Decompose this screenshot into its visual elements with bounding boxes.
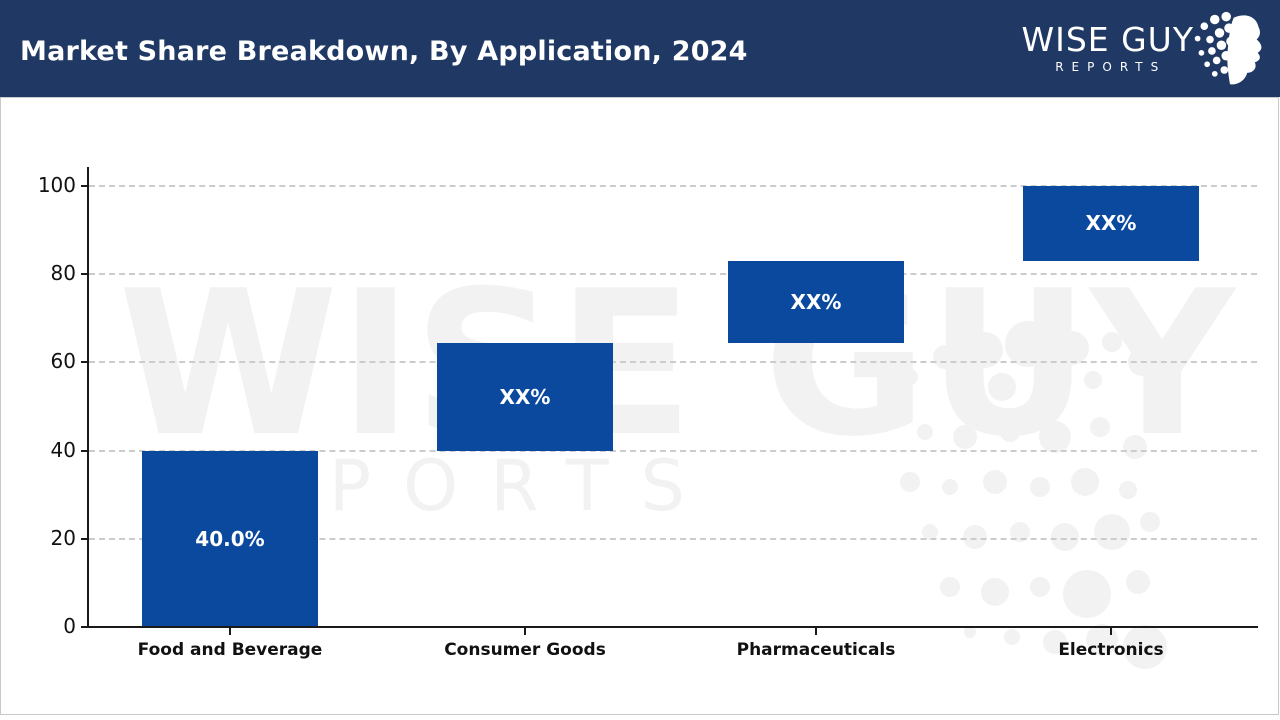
y-tick-mark — [81, 361, 87, 364]
y-tick-label: 20 — [50, 525, 76, 550]
x-tick-mark — [524, 628, 526, 635]
x-tick-label-food-and-beverage: Food and Beverage — [137, 640, 323, 660]
gridline-y-40 — [89, 449, 1257, 452]
bar-value-label: 40.0% — [195, 526, 265, 551]
y-tick-label: 100 — [37, 173, 76, 197]
x-tick-mark — [1110, 628, 1112, 635]
y-tick-mark — [81, 273, 87, 276]
y-tick-mark — [81, 626, 87, 628]
gridline-y-60 — [89, 361, 1257, 364]
wise-guy-logo: WISE GUY REPORTS — [1016, 8, 1266, 90]
logo-head-icon — [1194, 11, 1262, 85]
x-tick-label-pharmaceuticals: Pharmaceuticals — [736, 640, 896, 660]
x-tick-label-electronics: Electronics — [1058, 640, 1164, 660]
y-tick-label: 60 — [50, 349, 76, 374]
y-tick-label: 80 — [50, 261, 76, 286]
gridline-y-20 — [89, 537, 1257, 540]
bar-value-label: XX% — [790, 289, 842, 314]
y-axis-spine — [87, 167, 89, 628]
gridline-y-80 — [89, 273, 1257, 276]
x-tick-mark — [815, 628, 817, 635]
bar-electronics: XX% — [1023, 186, 1199, 261]
header-bar: Market Share Breakdown, By Application, … — [0, 0, 1280, 97]
bar-value-label: XX% — [499, 384, 551, 409]
logo-wordmark: WISE GUY — [1021, 20, 1194, 59]
bar-consumer-goods: XX% — [437, 342, 613, 451]
chart-title: Market Share Breakdown, By Application, … — [20, 36, 748, 67]
y-tick-mark — [81, 537, 87, 540]
y-tick-label: 40 — [50, 437, 76, 462]
y-tick-label: 0 — [63, 614, 76, 638]
bar-food-and-beverage: 40.0% — [142, 450, 318, 627]
gridline-y-100 — [89, 185, 1257, 187]
x-tick-label-consumer-goods: Consumer Goods — [444, 640, 606, 660]
bar-pharmaceuticals: XX% — [728, 260, 904, 343]
y-tick-mark — [81, 185, 87, 187]
y-tick-mark — [81, 449, 87, 452]
bar-value-label: XX% — [1085, 211, 1137, 236]
logo-text: WISE GUY REPORTS — [1021, 20, 1194, 75]
logo-reports-text: REPORTS — [1055, 60, 1167, 75]
x-tick-mark — [229, 628, 231, 635]
x-axis-spine — [86, 626, 1258, 628]
